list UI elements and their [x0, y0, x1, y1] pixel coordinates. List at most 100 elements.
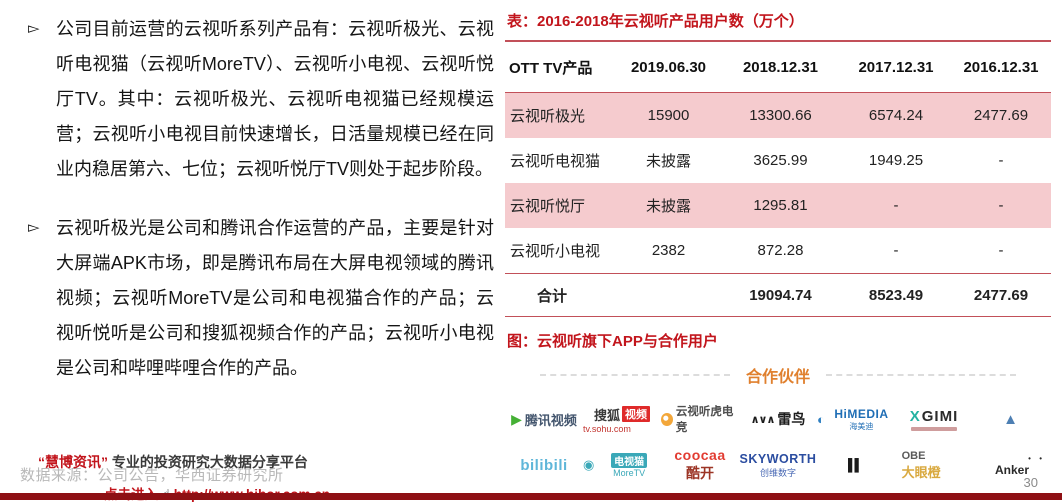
- logo-text: coocaa: [674, 447, 726, 463]
- users-table: OTT TV产品 2019.06.30 2018.12.31 2017.12.31 20…: [505, 42, 1051, 317]
- logo-coocaa: coocaa 酷开: [661, 447, 739, 483]
- table-row: 云视听极光 15900 13300.66 6574.24 2477.69: [505, 92, 1051, 138]
- moretv-icon: ◉: [583, 457, 595, 472]
- logo-text-secondary: 酷开: [686, 465, 714, 481]
- row-name: 云视听极光: [510, 108, 586, 125]
- total-label: 合计: [505, 273, 617, 317]
- cell-value: 872.28: [757, 242, 804, 259]
- cell-value: 未披露: [645, 153, 691, 170]
- cell-value: 2382: [651, 242, 686, 259]
- bullet-item-2: ▻ 云视听极光是公司和腾讯合作运营的产品，主要是针对大屏端APK市场，即是腾讯布局…: [28, 211, 494, 386]
- cell-value: 3625.99: [753, 152, 808, 169]
- bottom-red-bar: [0, 493, 1062, 500]
- logo-text: OBE: [901, 449, 926, 462]
- logo-anker: • • Anker: [973, 449, 1051, 481]
- cell-value: 6574.24: [868, 107, 924, 124]
- cell-value: -: [893, 242, 899, 259]
- logo-sohu-video: 搜狐 视频 tv.sohu.com: [583, 403, 661, 435]
- total-row: 合计 19094.74 8523.49 2477.69: [505, 273, 1051, 317]
- dashed-line-right-icon: [826, 374, 1016, 376]
- logo-text: 云视听虎电竞: [675, 406, 734, 434]
- cell-value: 1949.25: [868, 152, 924, 169]
- cell-value: 2477.69: [973, 107, 1029, 124]
- cell-value: 1295.81: [753, 197, 808, 214]
- logo-subtext: 创维数字: [759, 467, 796, 478]
- watermark-brand: “慧博资讯”: [38, 454, 108, 470]
- watermark: “慧博资讯” 专业的投资研究大数据分享平台: [38, 452, 308, 472]
- cell-value: -: [893, 197, 899, 214]
- logo-text: X: [909, 407, 920, 425]
- arrow-bullet-icon: ▻: [28, 219, 40, 236]
- total-value: [617, 273, 720, 317]
- watermark-tagline: 专业的投资研究大数据分享平台: [111, 454, 308, 470]
- logo-text: SKYWORTH: [739, 451, 817, 466]
- col-header-4: 2017.12.31: [841, 42, 951, 93]
- col-header-2: 2019.06.30: [617, 42, 720, 93]
- table-row: 云视听小电视 2382 872.28 - -: [505, 228, 1051, 274]
- triangle-brand-icon: ▲: [1003, 410, 1018, 428]
- partners-label: 合作伙伴: [745, 369, 810, 386]
- cell-value: -: [998, 152, 1004, 169]
- logo-h-brand: ▌▌: [817, 449, 895, 481]
- partner-logo-grid: ▶ 腾讯视频 搜狐 视频 tv.sohu.com 云视听虎电竞 ∧∨∧ 雷鸟 ◐ HiMEDIA 海…: [505, 403, 1051, 483]
- logo-leiniao-ffalcon: ∧∨∧ 雷鸟: [739, 403, 817, 435]
- leiniao-ffalcon-icon: ∧∨∧: [750, 413, 776, 426]
- logo-obe-dayancheng: OBE 大眼橙: [895, 449, 973, 481]
- col-header-3: 2018.12.31: [720, 42, 841, 93]
- logo-subtext: 大眼橙: [901, 464, 941, 480]
- logo-skyworth: SKYWORTH 创维数字: [739, 449, 817, 481]
- cell-value: 未披露: [645, 198, 691, 215]
- col-header-1: OTT TV产品: [505, 42, 617, 93]
- logo-xgimi: X GIMI: [895, 403, 973, 435]
- logo-text: 雷鸟: [777, 411, 806, 427]
- col-header-5: 2016.12.31: [951, 42, 1051, 93]
- bullet-text: 云视听极光是公司和腾讯合作运营的产品，主要是针对大屏端APK市场，即是腾讯布局在…: [56, 218, 494, 378]
- row-name: 云视听电视猫: [510, 153, 601, 170]
- logo-text: Anker: [994, 462, 1029, 477]
- table-header-row: OTT TV产品 2019.06.30 2018.12.31 2017.12.31 20…: [505, 42, 1051, 93]
- right-panel: 表：2016-2018年云视听产品用户数（万个） OTT TV产品 2019.06…: [505, 8, 1051, 483]
- logo-text: 腾讯视频: [524, 412, 577, 428]
- table-row: 云视听悦厅 未披露 1295.81 - -: [505, 183, 1051, 228]
- figure-title: 图：云视听旗下APP与合作用户: [507, 333, 718, 350]
- logo-text-secondary: 视频: [622, 406, 650, 422]
- cell-value: -: [998, 197, 1004, 214]
- logo-text-secondary: GIMI: [921, 407, 959, 425]
- left-text-panel: ▻ 公司目前运营的云视听系列产品有：云视听极光、云视听电视猫（云视听MoreTV）…: [28, 12, 494, 410]
- dashed-line-left-icon: [539, 374, 730, 376]
- logo-triangle-brand: ▲: [973, 403, 1051, 435]
- total-value: 19094.74: [720, 273, 841, 317]
- logo-himedia: ◐ HiMEDIA 海美迪: [817, 403, 895, 435]
- partners-header: 合作伙伴: [505, 363, 1051, 387]
- logo-text: 电视猫: [611, 452, 648, 468]
- row-name: 云视听小电视: [510, 243, 601, 260]
- h-brand-icon: ▌▌: [847, 458, 863, 472]
- logo-subtext: tv.sohu.com: [583, 423, 631, 434]
- bullet-text: 公司目前运营的云视听系列产品有：云视听极光、云视听电视猫（云视听MoreTV）、…: [56, 19, 494, 179]
- logo-tencent-video: ▶ 腾讯视频: [505, 403, 583, 435]
- total-value: 8523.49: [841, 273, 951, 317]
- row-name: 云视听悦厅: [510, 198, 586, 215]
- logo-text: bilibili: [520, 456, 568, 474]
- logo-yunshiting-hu-esports: 云视听虎电竞: [661, 403, 739, 435]
- cell-value: -: [998, 242, 1004, 259]
- cell-value: 15900: [647, 107, 690, 124]
- cell-value: 13300.66: [749, 107, 812, 124]
- bullet-item-1: ▻ 公司目前运营的云视听系列产品有：云视听极光、云视听电视猫（云视听MoreTV）…: [28, 12, 494, 187]
- logo-text: HiMEDIA: [834, 406, 889, 421]
- tencent-video-icon: ▶: [511, 410, 522, 427]
- logo-bilibili: bilibili: [505, 449, 583, 481]
- logo-text: 搜狐: [593, 407, 620, 423]
- himedia-icon: ◐: [817, 411, 825, 427]
- yunshiting-hu-esports-icon: [661, 412, 673, 426]
- data-source-note: 数据来源：公司公告，华西证券研究所: [20, 467, 284, 484]
- table-title: 表：2016-2018年云视听产品用户数（万个）: [505, 8, 1051, 42]
- logo-tagline-placeholder: [910, 426, 957, 431]
- logo-moretv: ◉ 电视猫 MoreTV: [583, 449, 661, 481]
- logo-subtext: MoreTV: [613, 467, 646, 478]
- total-value: 2477.69: [951, 273, 1051, 317]
- logo-subtext: 海美迪: [849, 421, 874, 431]
- arrow-bullet-icon: ▻: [28, 20, 40, 37]
- table-row: 云视听电视猫 未披露 3625.99 1949.25 -: [505, 138, 1051, 183]
- page-number: 30: [1023, 475, 1038, 490]
